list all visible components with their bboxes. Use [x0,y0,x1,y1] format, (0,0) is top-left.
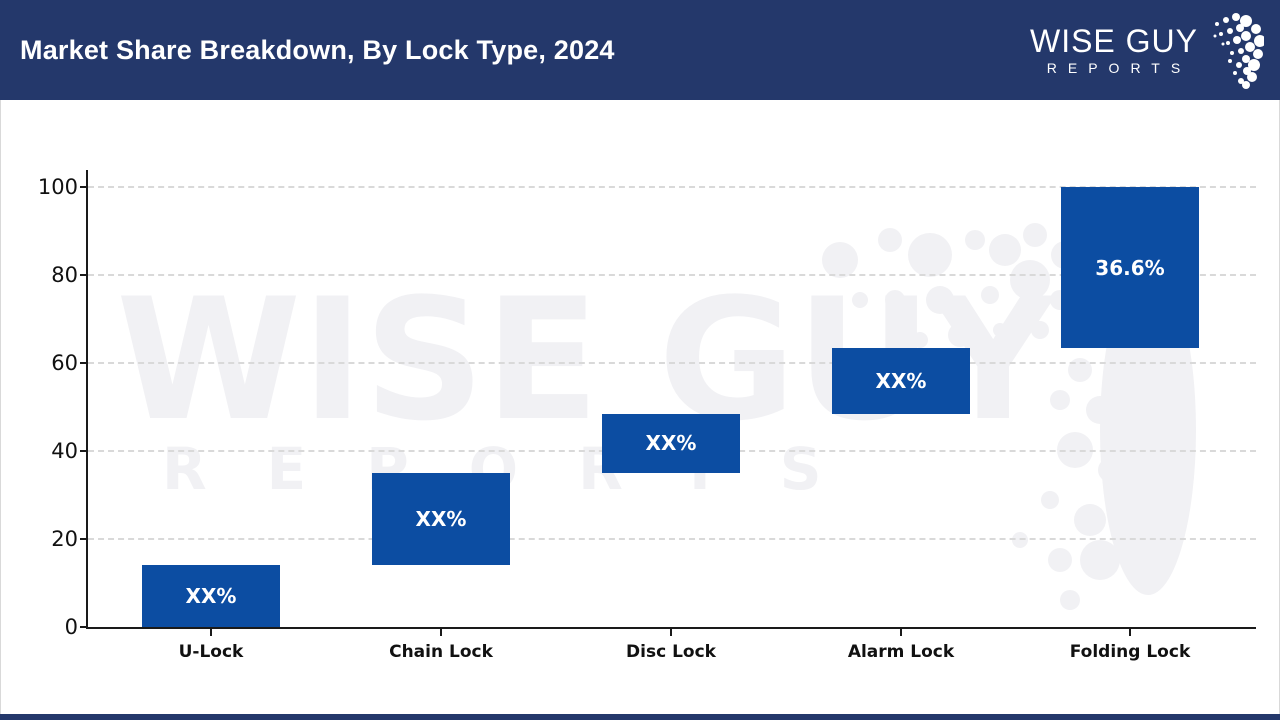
x-axis [86,627,1256,629]
footer-bar [0,714,1280,720]
x-tick [670,629,672,636]
x-tick-label: Folding Lock [1069,642,1191,662]
bar-folding-lock: 36.6% [1061,187,1199,349]
wiseguy-logo: WISE GUY REPORTS [1030,11,1264,89]
gridline [88,362,1256,364]
x-tick-label: Chain Lock [389,642,493,662]
bar-label-disc-lock: XX% [645,431,697,456]
y-tick [80,538,88,540]
bar-label-folding-lock: 36.6% [1095,255,1165,280]
x-tick [1129,629,1131,636]
logo-head-icon [1213,13,1264,89]
y-tick-label: 60 [51,351,78,375]
x-tick-label: U-Lock [178,642,244,662]
gridline [88,538,1256,540]
y-tick-label: 100 [37,175,78,199]
y-tick-label: 40 [51,439,78,463]
x-tick-label: Alarm Lock [847,642,955,662]
y-tick [80,362,88,364]
bar-chain-lock: XX% [372,473,510,566]
y-tick [80,274,88,276]
bar-disc-lock: XX% [602,413,740,473]
x-tick [440,629,442,636]
y-tick [80,450,88,452]
bar-u-lock: XX% [142,565,280,627]
page-title: Market Share Breakdown, By Lock Type, 20… [20,34,615,65]
gridline [88,274,1256,276]
bar-label-u-lock: XX% [185,584,237,609]
y-tick-label: 0 [64,615,78,639]
x-tick [900,629,902,636]
x-tick [210,629,212,636]
bar-label-chain-lock: XX% [415,507,467,532]
logo-wordmark: WISE GUY [1029,23,1198,59]
y-tick-label: 20 [51,527,78,551]
y-axis [86,170,88,629]
bar-label-alarm-lock: XX% [875,368,927,393]
logo-subtext: REPORTS [1046,60,1192,76]
y-tick [80,626,88,628]
gridline [88,186,1256,188]
bar-alarm-lock: XX% [832,348,970,414]
y-tick-label: 80 [51,263,78,287]
x-tick-label: Disc Lock [626,642,716,662]
header: Market Share Breakdown, By Lock Type, 20… [0,0,1280,100]
y-tick [80,186,88,188]
